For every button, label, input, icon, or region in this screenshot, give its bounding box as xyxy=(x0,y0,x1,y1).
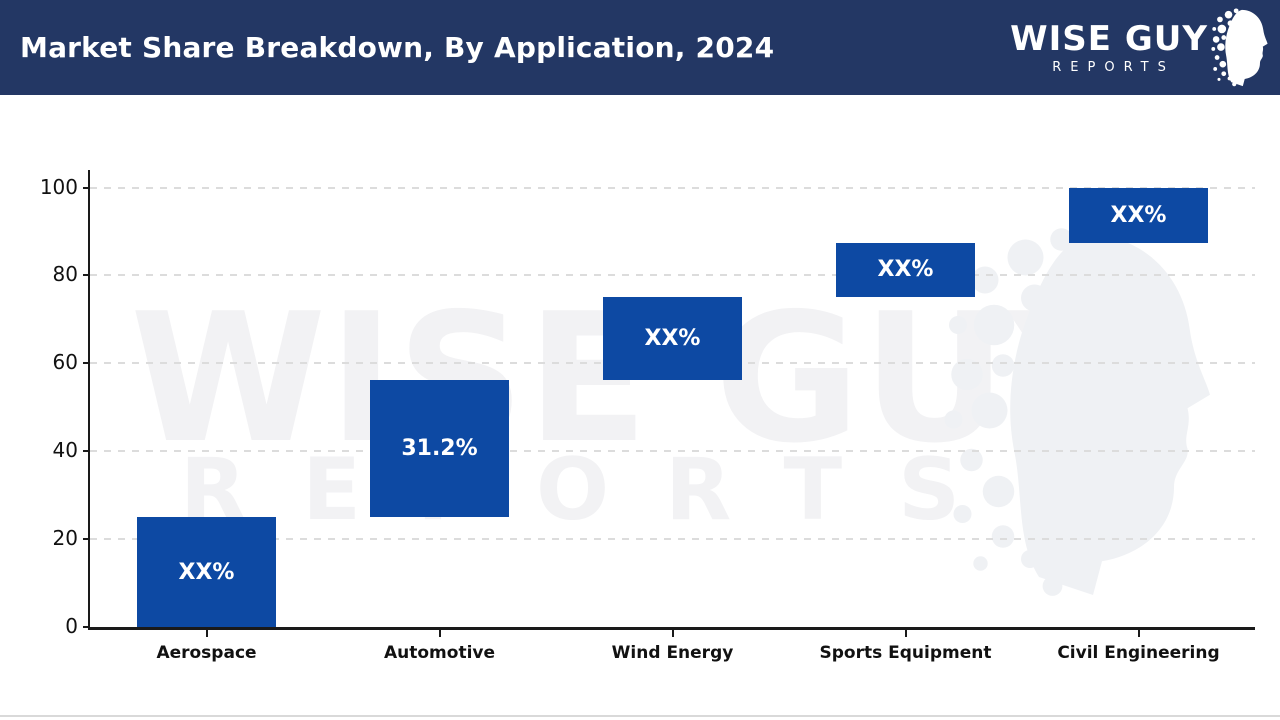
bar-value-label-sports-equipment: XX% xyxy=(877,257,934,283)
y-tick-100 xyxy=(83,186,90,189)
bottom-divider xyxy=(0,715,1280,717)
x-tick-wind-energy xyxy=(671,630,674,637)
gridline-40 xyxy=(90,450,1255,453)
bar-aerospace: XX% xyxy=(136,517,277,627)
x-tick-label-sports-equipment: Sports Equipment xyxy=(819,643,992,663)
chart-canvas: WISE GUY REPORTS 0 20 40 60 80 100 XX% Aerospac… xyxy=(0,95,1280,720)
brand-logo: WISE GUY REPORTS xyxy=(1010,6,1268,90)
y-tick-20 xyxy=(83,538,90,541)
gridline-20 xyxy=(90,538,1255,541)
bar-value-label-wind-energy: XX% xyxy=(644,326,701,352)
bar-automotive: 31.2% xyxy=(369,380,510,518)
y-tick-80 xyxy=(83,274,90,277)
bar-value-label-civil-engineering: XX% xyxy=(1110,202,1167,228)
x-tick-label-aerospace: Aerospace xyxy=(156,643,257,663)
y-tick-40 xyxy=(83,450,90,453)
x-tick-label-wind-energy: Wind Energy xyxy=(611,643,734,663)
dotted-head-icon xyxy=(1211,8,1268,87)
bar-value-label-aerospace: XX% xyxy=(178,559,235,585)
y-tick-label-60: 60 xyxy=(52,350,78,375)
y-tick-60 xyxy=(83,362,90,365)
bar-wind-energy: XX% xyxy=(602,297,743,381)
brand-name: WISE GUY xyxy=(1010,19,1208,59)
y-tick-label-0: 0 xyxy=(65,614,78,638)
gridline-100 xyxy=(90,186,1255,189)
x-tick-sports-equipment xyxy=(904,630,907,637)
x-tick-aerospace xyxy=(205,630,208,637)
brand-logo-text: WISE GUY REPORTS xyxy=(1010,22,1208,74)
y-tick-label-20: 20 xyxy=(52,526,78,551)
x-tick-automotive xyxy=(438,630,441,637)
bar-value-label-automotive: 31.2% xyxy=(401,436,478,462)
brand-subname: REPORTS xyxy=(1052,60,1175,75)
y-tick-label-80: 80 xyxy=(52,262,78,287)
y-tick-label-100: 100 xyxy=(39,174,78,199)
bar-sports-equipment: XX% xyxy=(835,242,976,298)
y-tick-label-40: 40 xyxy=(52,438,78,463)
x-tick-label-automotive: Automotive xyxy=(383,643,496,663)
x-tick-civil-engineering xyxy=(1137,630,1140,637)
gridline-80 xyxy=(90,274,1255,277)
y-tick-0 xyxy=(83,626,90,628)
header-banner: Market Share Breakdown, By Application, … xyxy=(0,0,1280,95)
plot-area: 0 20 40 60 80 100 XX% Aerospace 31.2% Automotive X… xyxy=(40,170,1255,663)
page-title: Market Share Breakdown, By Application, … xyxy=(20,31,775,64)
x-tick-label-civil-engineering: Civil Engineering xyxy=(1057,643,1220,663)
bar-civil-engineering: XX% xyxy=(1068,187,1209,243)
